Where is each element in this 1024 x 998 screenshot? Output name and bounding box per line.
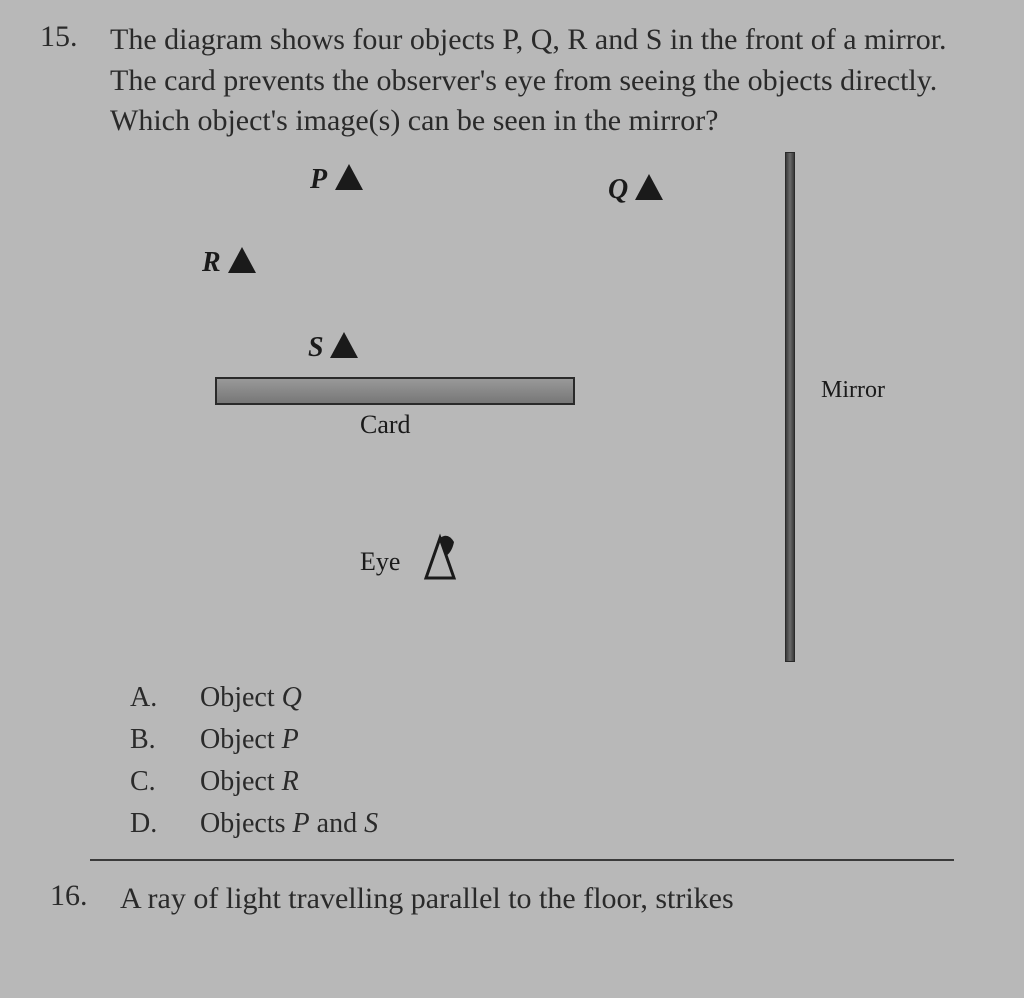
option-text-d: Objects P and S [200, 803, 378, 845]
mirror-label: Mirror [821, 377, 885, 404]
option-letter-d: D. [130, 803, 170, 845]
label-p: P [310, 164, 327, 196]
eye-icon [418, 530, 462, 591]
object-s-icon [330, 332, 358, 358]
option-text-b: Object P [200, 719, 299, 761]
label-s: S [308, 332, 324, 364]
question-number-15: 15. [40, 20, 90, 142]
option-a: A. Object Q [130, 677, 984, 719]
options-list: A. Object Q B. Object P C. Object R D. O… [130, 677, 984, 845]
option-letter-b: B. [130, 719, 170, 761]
option-d: D. Objects P and S [130, 803, 984, 845]
option-text-a: Object Q [200, 677, 302, 719]
divider [90, 859, 954, 861]
option-text-c: Object R [200, 761, 299, 803]
option-c: C. Object R [130, 761, 984, 803]
mirror-bar [785, 152, 795, 662]
diagram: P Q R S Card Mirror Eye [160, 152, 880, 672]
question-15: 15. The diagram shows four objects P, Q,… [40, 20, 984, 142]
object-q-icon [635, 174, 663, 200]
option-letter-c: C. [130, 761, 170, 803]
eye-label: Eye [360, 547, 400, 577]
object-p-icon [335, 164, 363, 190]
question-16: 16. A ray of light travelling parallel t… [50, 879, 984, 920]
option-b: B. Object P [130, 719, 984, 761]
option-letter-a: A. [130, 677, 170, 719]
question-text-15: The diagram shows four objects P, Q, R a… [110, 20, 984, 142]
question-text-16: A ray of light travelling parallel to th… [120, 879, 734, 920]
question-number-16: 16. [50, 879, 100, 920]
object-r-icon [228, 247, 256, 273]
card-bar [215, 377, 575, 405]
label-r: R [202, 247, 221, 279]
label-q: Q [608, 174, 628, 206]
card-label: Card [360, 410, 411, 440]
